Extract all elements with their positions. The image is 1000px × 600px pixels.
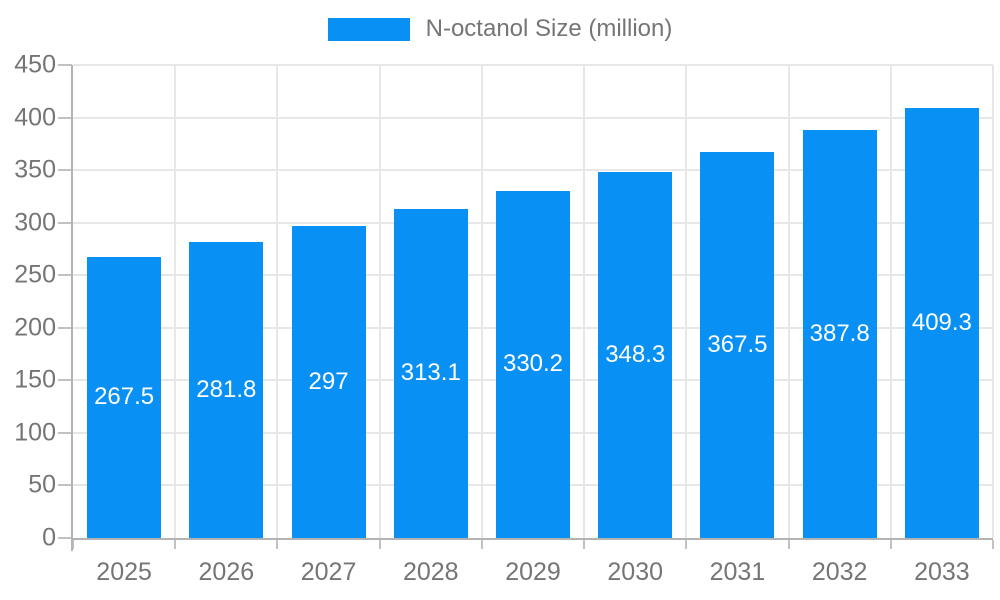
gridline-vertical — [889, 65, 892, 538]
bar-2031[interactable]: 367.5 — [700, 151, 775, 538]
x-axis-tick-mark — [276, 540, 279, 549]
y-axis-tick-mark — [58, 64, 72, 66]
y-axis-tick-label: 100 — [14, 418, 56, 447]
x-axis-tick-mark — [72, 540, 74, 549]
bar-2029[interactable]: 330.2 — [496, 190, 570, 538]
bar-value-label: 267.5 — [94, 383, 155, 411]
y-axis-tick-label: 350 — [14, 155, 56, 184]
y-axis-tick-label: 400 — [14, 103, 56, 132]
legend-label: N-octanol Size (million) — [425, 15, 673, 42]
y-axis-tick-mark — [58, 326, 72, 329]
bar-value-label: 409.3 — [911, 308, 972, 336]
x-axis-tick-label: 2027 — [300, 558, 357, 586]
x-axis-tick-label: 2033 — [914, 558, 970, 586]
bar-value-label: 348.3 — [605, 340, 666, 368]
gridline-vertical — [685, 65, 688, 538]
y-axis-tick-mark — [58, 431, 72, 434]
x-axis-tick-label: 2026 — [198, 558, 255, 586]
y-axis-tick-mark — [58, 379, 72, 382]
x-axis-tick-mark — [480, 540, 483, 549]
y-axis-tick-label: 250 — [14, 260, 56, 289]
legend-swatch-icon — [327, 17, 410, 41]
bar-2032[interactable]: 387.8 — [802, 130, 877, 538]
y-axis-tick-label: 150 — [14, 365, 56, 394]
bar-value-label: 313.1 — [400, 359, 461, 387]
bar-2027[interactable]: 297 — [291, 225, 366, 538]
bar-2030[interactable]: 348.3 — [598, 171, 673, 538]
x-axis-tick-label: 2029 — [505, 558, 561, 586]
bar-2026[interactable]: 281.8 — [189, 241, 264, 538]
y-axis-tick-label: 200 — [14, 313, 56, 342]
bar-value-label: 330.2 — [502, 350, 564, 378]
bar-value-label: 297 — [308, 367, 349, 395]
x-axis-tick-label: 2030 — [607, 558, 664, 586]
y-axis-tick-mark — [58, 484, 72, 487]
gridline-vertical — [480, 65, 483, 538]
gridline-vertical — [378, 65, 381, 538]
bar-2028[interactable]: 313.1 — [393, 208, 468, 538]
x-axis-tick-mark — [583, 540, 586, 549]
y-axis-tick-mark — [58, 537, 72, 539]
x-axis-tick-label: 2025 — [96, 558, 152, 586]
y-axis-tick-mark — [58, 274, 72, 277]
y-axis-tick-label: 0 — [42, 523, 56, 552]
y-axis-tick-label: 50 — [28, 470, 56, 499]
y-axis-tick-mark — [58, 169, 72, 172]
x-axis-tick-mark — [378, 540, 381, 549]
gridline-vertical — [992, 65, 994, 538]
gridline-horizontal — [73, 116, 993, 119]
y-axis-tick-mark — [58, 221, 72, 224]
bar-2033[interactable]: 409.3 — [904, 107, 979, 538]
gridline-vertical — [174, 65, 177, 538]
legend-item[interactable]: N-octanol Size (million) — [0, 17, 1000, 41]
x-axis-tick-label: 2031 — [709, 558, 766, 586]
gridline-vertical — [787, 65, 790, 538]
x-axis-tick-mark — [889, 540, 892, 549]
x-axis-tick-mark — [174, 540, 177, 549]
x-axis-tick-mark — [787, 540, 790, 549]
gridline-horizontal — [73, 169, 993, 172]
x-axis-tick-label: 2032 — [811, 558, 868, 586]
y-axis-tick-mark — [58, 116, 72, 119]
bar-value-label: 367.5 — [707, 330, 768, 358]
bar-value-label: 281.8 — [196, 375, 257, 403]
gridline-vertical — [276, 65, 279, 538]
x-axis-tick-mark — [685, 540, 688, 549]
bar-2025[interactable]: 267.5 — [87, 256, 162, 538]
y-axis-tick-label: 450 — [14, 50, 56, 79]
gridline-vertical — [583, 65, 586, 538]
y-axis-tick-label: 300 — [14, 208, 56, 237]
x-axis-line — [71, 538, 993, 540]
x-axis-tick-mark — [992, 540, 994, 549]
gridline-horizontal — [73, 64, 993, 66]
x-axis-tick-label: 2028 — [402, 558, 459, 586]
bar-value-label: 387.8 — [809, 320, 870, 348]
y-axis-line — [71, 65, 73, 551]
